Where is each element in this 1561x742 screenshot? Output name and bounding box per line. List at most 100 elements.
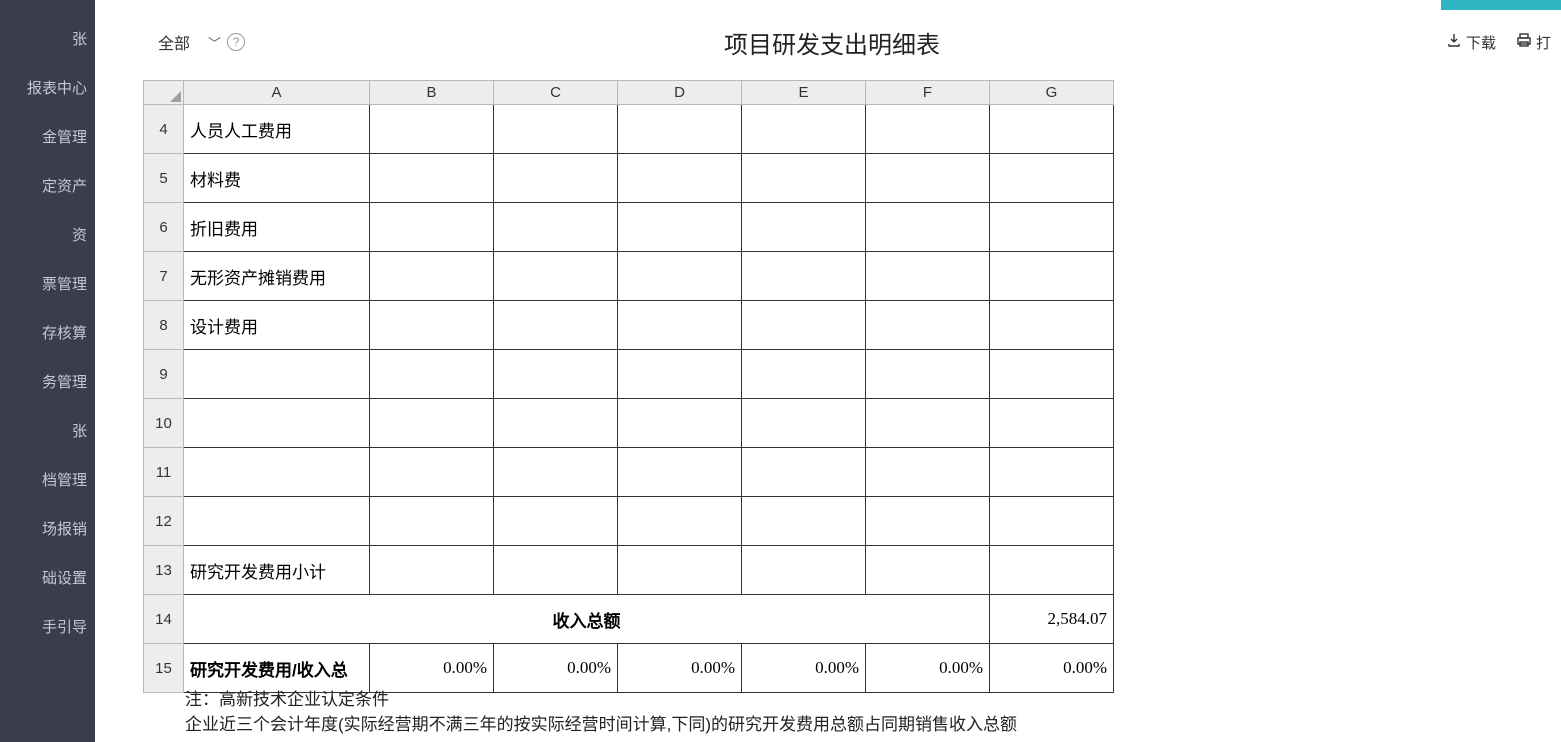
cell[interactable] [618, 154, 742, 203]
cell[interactable] [990, 154, 1114, 203]
cell[interactable] [370, 252, 494, 301]
row-header-15[interactable]: 15 [144, 644, 184, 693]
cell[interactable] [990, 252, 1114, 301]
cell[interactable] [866, 154, 990, 203]
cell[interactable] [990, 350, 1114, 399]
row-header[interactable]: 6 [144, 203, 184, 252]
cell[interactable] [370, 546, 494, 595]
cell[interactable]: 0.00% [618, 644, 742, 693]
cell[interactable]: 研究开发费用小计 [184, 546, 370, 595]
cell[interactable] [742, 546, 866, 595]
sidebar-item[interactable]: 资 [0, 210, 95, 259]
sidebar-item[interactable]: 定资产 [0, 161, 95, 210]
cell[interactable] [742, 350, 866, 399]
cell[interactable] [494, 154, 618, 203]
cell[interactable] [742, 252, 866, 301]
cell[interactable] [494, 252, 618, 301]
cell[interactable] [184, 399, 370, 448]
row-header[interactable]: 10 [144, 399, 184, 448]
cell[interactable] [742, 301, 866, 350]
cell[interactable] [618, 399, 742, 448]
sidebar-item[interactable]: 存核算 [0, 308, 95, 357]
cell[interactable]: 0.00% [370, 644, 494, 693]
cell-ratio-label[interactable]: 研究开发费用/收入总 [184, 644, 370, 693]
cell[interactable] [742, 105, 866, 154]
cell-income-value[interactable]: 2,584.07 [990, 595, 1114, 644]
sidebar-item[interactable]: 场报销 [0, 504, 95, 553]
cell[interactable] [742, 448, 866, 497]
cell[interactable]: 设计费用 [184, 301, 370, 350]
cell[interactable] [184, 497, 370, 546]
cell[interactable] [618, 203, 742, 252]
col-header-A[interactable]: A [184, 81, 370, 105]
cell[interactable] [990, 399, 1114, 448]
cell[interactable]: 0.00% [494, 644, 618, 693]
cell[interactable] [618, 105, 742, 154]
cell[interactable] [494, 350, 618, 399]
cell[interactable] [742, 399, 866, 448]
row-header[interactable]: 12 [144, 497, 184, 546]
cell[interactable] [494, 546, 618, 595]
cell[interactable] [494, 448, 618, 497]
cell[interactable] [618, 448, 742, 497]
cell[interactable] [370, 105, 494, 154]
cell[interactable] [618, 350, 742, 399]
sidebar-item[interactable]: 张 [0, 0, 95, 63]
cell[interactable] [742, 497, 866, 546]
cell[interactable] [866, 350, 990, 399]
print-button[interactable]: 打 [1516, 32, 1551, 53]
cell[interactable]: 0.00% [866, 644, 990, 693]
cell[interactable] [370, 399, 494, 448]
cell[interactable] [618, 252, 742, 301]
cell[interactable] [866, 546, 990, 595]
cell[interactable] [494, 301, 618, 350]
cell[interactable] [370, 301, 494, 350]
cell[interactable] [618, 497, 742, 546]
cell[interactable] [370, 154, 494, 203]
cell[interactable] [990, 546, 1114, 595]
cell[interactable] [618, 301, 742, 350]
cell[interactable] [370, 497, 494, 546]
cell[interactable] [866, 203, 990, 252]
row-header[interactable]: 4 [144, 105, 184, 154]
col-header-C[interactable]: C [494, 81, 618, 105]
row-header[interactable]: 8 [144, 301, 184, 350]
cell[interactable]: 人员人工费用 [184, 105, 370, 154]
row-header[interactable]: 9 [144, 350, 184, 399]
download-button[interactable]: 下载 [1446, 32, 1496, 53]
sidebar-item[interactable]: 档管理 [0, 455, 95, 504]
cell[interactable] [990, 203, 1114, 252]
cell[interactable]: 0.00% [742, 644, 866, 693]
cell[interactable] [742, 203, 866, 252]
sidebar-item[interactable]: 票管理 [0, 259, 95, 308]
filter-dropdown[interactable]: 全部 [158, 30, 190, 54]
cell[interactable] [184, 448, 370, 497]
row-header[interactable]: 13 [144, 546, 184, 595]
cell[interactable] [990, 448, 1114, 497]
cell[interactable] [184, 350, 370, 399]
row-header[interactable]: 11 [144, 448, 184, 497]
cell[interactable] [494, 105, 618, 154]
row-header[interactable]: 5 [144, 154, 184, 203]
row-header[interactable]: 7 [144, 252, 184, 301]
sidebar-item[interactable]: 金管理 [0, 112, 95, 161]
cell[interactable]: 折旧费用 [184, 203, 370, 252]
cell[interactable] [742, 154, 866, 203]
spreadsheet[interactable]: A B C D E F G 4人员人工费用5材料费6折旧费用7无形资产摊销费用8… [143, 80, 1561, 742]
cell[interactable] [494, 497, 618, 546]
cell[interactable] [866, 301, 990, 350]
col-header-B[interactable]: B [370, 81, 494, 105]
sidebar-item[interactable]: 务管理 [0, 357, 95, 406]
sidebar-item[interactable]: 手引导 [0, 602, 95, 651]
help-icon[interactable]: ? [227, 33, 245, 51]
col-header-G[interactable]: G [990, 81, 1114, 105]
col-header-F[interactable]: F [866, 81, 990, 105]
cell[interactable]: 无形资产摊销费用 [184, 252, 370, 301]
cell[interactable] [866, 105, 990, 154]
cell-income-label[interactable]: 收入总额 [184, 595, 990, 644]
col-header-D[interactable]: D [618, 81, 742, 105]
sidebar-item[interactable]: 础设置 [0, 553, 95, 602]
cell[interactable] [370, 203, 494, 252]
cell[interactable] [866, 252, 990, 301]
cell[interactable] [618, 546, 742, 595]
